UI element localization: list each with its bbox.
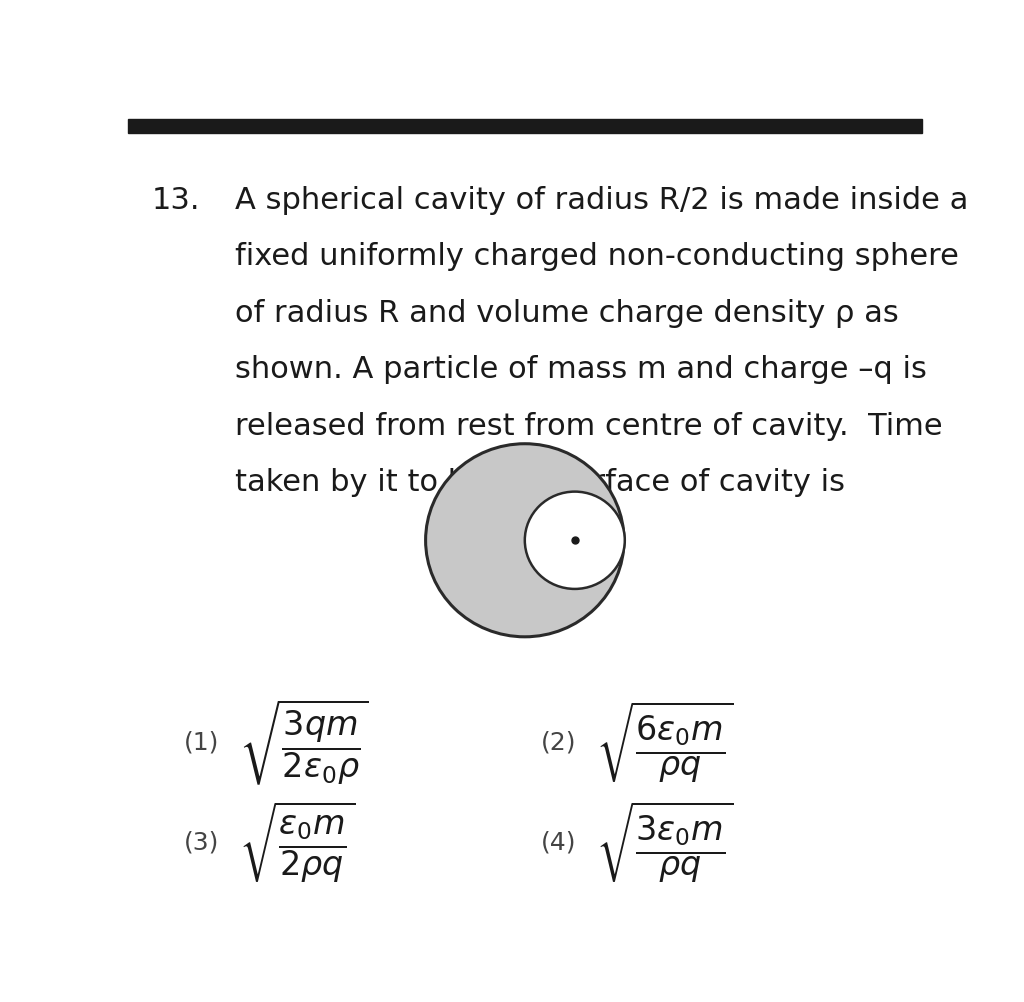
- Text: $\sqrt{\dfrac{3\varepsilon_0 m}{\rho q}}$: $\sqrt{\dfrac{3\varepsilon_0 m}{\rho q}}…: [596, 799, 734, 885]
- Text: $\sqrt{\dfrac{3qm}{2\varepsilon_0\rho}}$: $\sqrt{\dfrac{3qm}{2\varepsilon_0\rho}}$: [240, 696, 369, 786]
- Bar: [128, 120, 922, 134]
- Text: shown. A particle of mass m and charge –q is: shown. A particle of mass m and charge –…: [236, 355, 927, 384]
- Text: taken by it to hit the surface of cavity is: taken by it to hit the surface of cavity…: [236, 467, 845, 496]
- Text: (1): (1): [183, 729, 219, 754]
- Circle shape: [524, 492, 625, 589]
- Text: A spherical cavity of radius R/2 is made inside a: A spherical cavity of radius R/2 is made…: [236, 185, 969, 214]
- Circle shape: [426, 444, 624, 637]
- Text: $\sqrt{\dfrac{\varepsilon_0 m}{2\rho q}}$: $\sqrt{\dfrac{\varepsilon_0 m}{2\rho q}}…: [240, 799, 355, 885]
- Text: $\sqrt{\dfrac{6\varepsilon_0 m}{\rho q}}$: $\sqrt{\dfrac{6\varepsilon_0 m}{\rho q}}…: [596, 698, 734, 784]
- Text: released from rest from centre of cavity.  Time: released from rest from centre of cavity…: [236, 411, 943, 440]
- Text: (3): (3): [183, 830, 219, 854]
- Text: fixed uniformly charged non-conducting sphere: fixed uniformly charged non-conducting s…: [236, 242, 959, 272]
- Text: of radius R and volume charge density ρ as: of radius R and volume charge density ρ …: [236, 299, 899, 328]
- Text: (4): (4): [541, 830, 577, 854]
- Text: (2): (2): [541, 729, 577, 754]
- Text: 13.: 13.: [152, 185, 201, 214]
